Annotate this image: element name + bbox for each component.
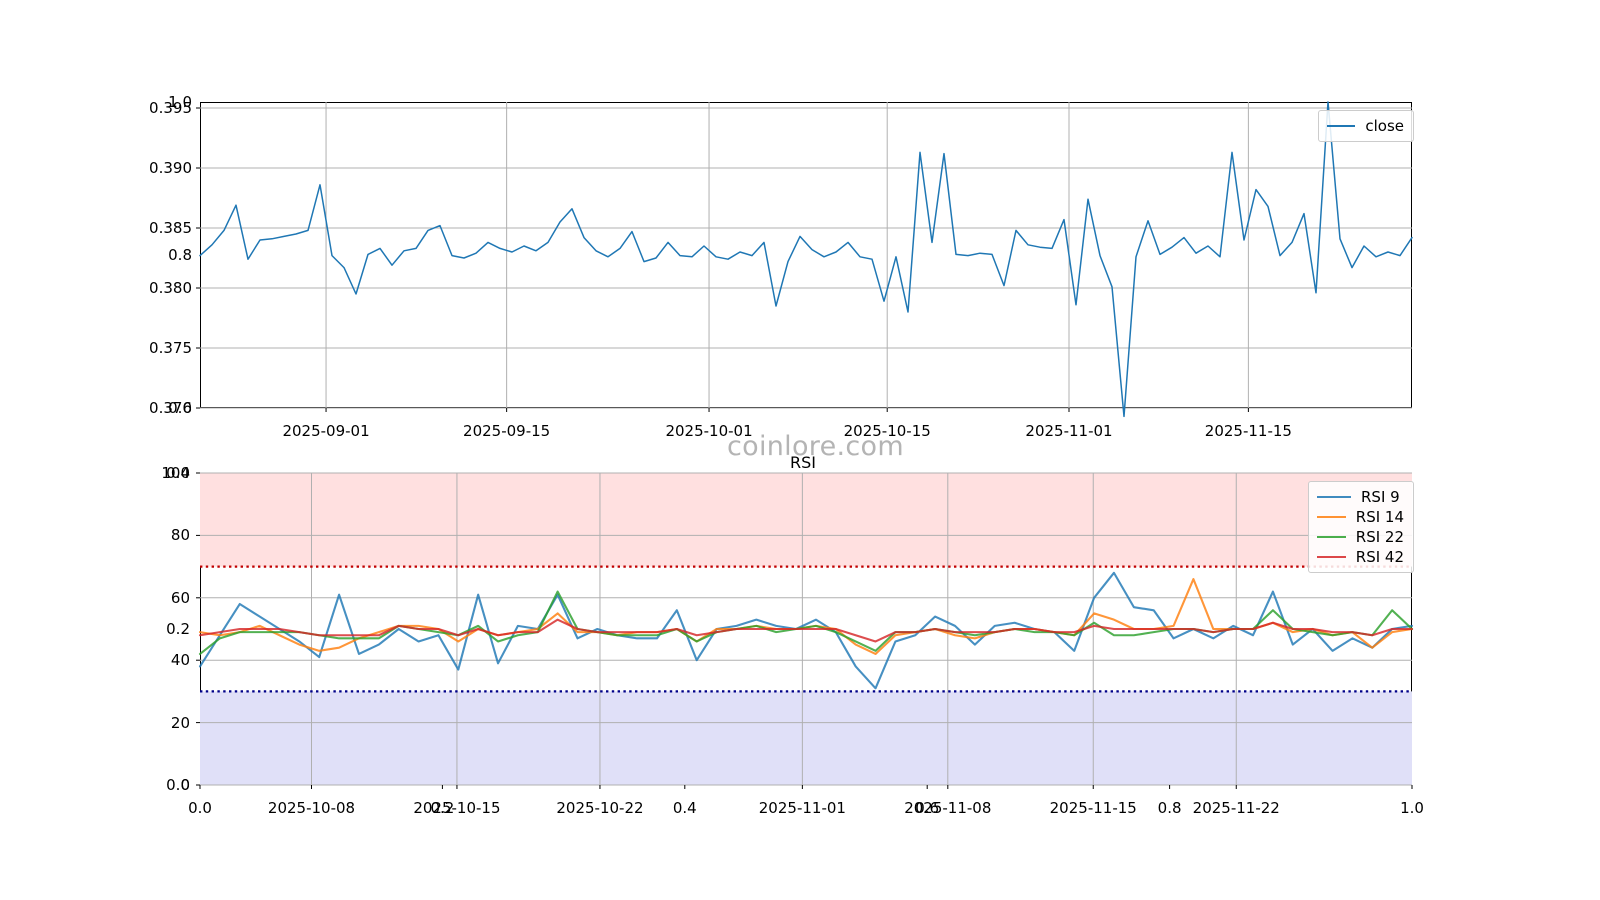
- rsi-secondary-x-tick: 1.0: [1400, 799, 1424, 817]
- price-x-tick: 2025-10-15: [843, 422, 931, 440]
- price-x-tick: 2025-09-15: [463, 422, 551, 440]
- rsi-secondary-x-tick: 0.2: [430, 799, 455, 817]
- rsi-x-tick: 2025-11-15: [1049, 799, 1137, 817]
- price-x-tick: 2025-09-01: [282, 422, 370, 440]
- rsi-y-tick: 100: [161, 464, 190, 482]
- price-secondary-y-tick: 0.6: [168, 399, 192, 417]
- price-y-tick: 0.390: [149, 159, 192, 177]
- rsi-chart-title: RSI: [790, 453, 816, 472]
- rsi-y-tick: 0: [180, 776, 190, 794]
- rsi-secondary-x-tick: 0.4: [672, 799, 697, 817]
- price-x-tick: 2025-11-01: [1025, 422, 1113, 440]
- price-y-tick: 0.385: [149, 219, 192, 237]
- legend-label: close: [1365, 117, 1404, 135]
- rsi-line-rsi-9: [198, 571, 1414, 690]
- legend-label: RSI 14: [1355, 508, 1404, 526]
- rsi-y-tick: 60: [170, 588, 190, 607]
- legend-item-rsi-9[interactable]: RSI 9: [1317, 487, 1404, 507]
- rsi-y-tick: 40: [170, 651, 190, 670]
- price-chart-legend[interactable]: close: [1318, 110, 1414, 142]
- coinlore-watermark: coinlore.com: [727, 431, 904, 462]
- rsi-x-tick: 2025-10-15: [413, 799, 501, 817]
- rsi-22-line-swatch: [1317, 536, 1346, 538]
- rsi-secondary-y-tick: 0.4: [166, 464, 190, 482]
- rsi-x-tick: 2025-10-08: [267, 799, 356, 817]
- legend-item-rsi-14[interactable]: RSI 14: [1317, 507, 1404, 527]
- price-secondary-y-tick: 0.8: [168, 246, 192, 264]
- rsi-line-rsi-22: [198, 590, 1414, 656]
- legend-label: RSI 22: [1355, 528, 1404, 546]
- legend-label: RSI 9: [1361, 488, 1400, 506]
- rsi-line-rsi-42: [198, 618, 1414, 643]
- rsi-x-tick: 2025-11-01: [758, 799, 846, 817]
- rsi-secondary-y-tick: 0.0: [166, 776, 190, 794]
- rsi-x-tick: 2025-10-22: [556, 799, 644, 817]
- price-y-tick: 0.370: [149, 399, 192, 417]
- price-secondary-y-tick: 1.0: [168, 93, 192, 111]
- price-y-tick: 0.375: [149, 339, 192, 357]
- rsi-secondary-x-tick: 0.8: [1157, 799, 1182, 817]
- rsi-chart-legend[interactable]: RSI 9 RSI 14 RSI 22 RSI 42: [1308, 481, 1414, 573]
- rsi-x-tick: 2025-11-22: [1192, 799, 1280, 817]
- price-y-tick: 0.395: [149, 99, 192, 117]
- legend-item-rsi-22[interactable]: RSI 22: [1317, 527, 1404, 547]
- legend-item-rsi-42[interactable]: RSI 42: [1317, 547, 1404, 567]
- rsi-9-line-swatch: [1317, 496, 1351, 498]
- rsi-42-line-swatch: [1317, 556, 1346, 558]
- rsi-y-tick: 20: [170, 713, 190, 732]
- rsi-x-tick: 2025-11-08: [904, 799, 992, 817]
- price-y-tick: 0.380: [149, 279, 192, 297]
- price-x-tick: 2025-10-01: [665, 422, 753, 440]
- rsi-y-tick: 80: [170, 526, 190, 545]
- rsi-secondary-y-tick: 0.2: [166, 620, 190, 638]
- legend-item-close[interactable]: close: [1327, 116, 1404, 136]
- rsi-secondary-x-tick: 0.0: [188, 799, 212, 817]
- legend-label: RSI 42: [1355, 548, 1404, 566]
- close-line-swatch: [1327, 125, 1356, 127]
- price-x-tick: 2025-11-15: [1204, 422, 1292, 440]
- rsi-secondary-x-tick: 0.6: [915, 799, 940, 817]
- rsi-14-line-swatch: [1317, 516, 1346, 518]
- price-close-line: [199, 101, 1413, 418]
